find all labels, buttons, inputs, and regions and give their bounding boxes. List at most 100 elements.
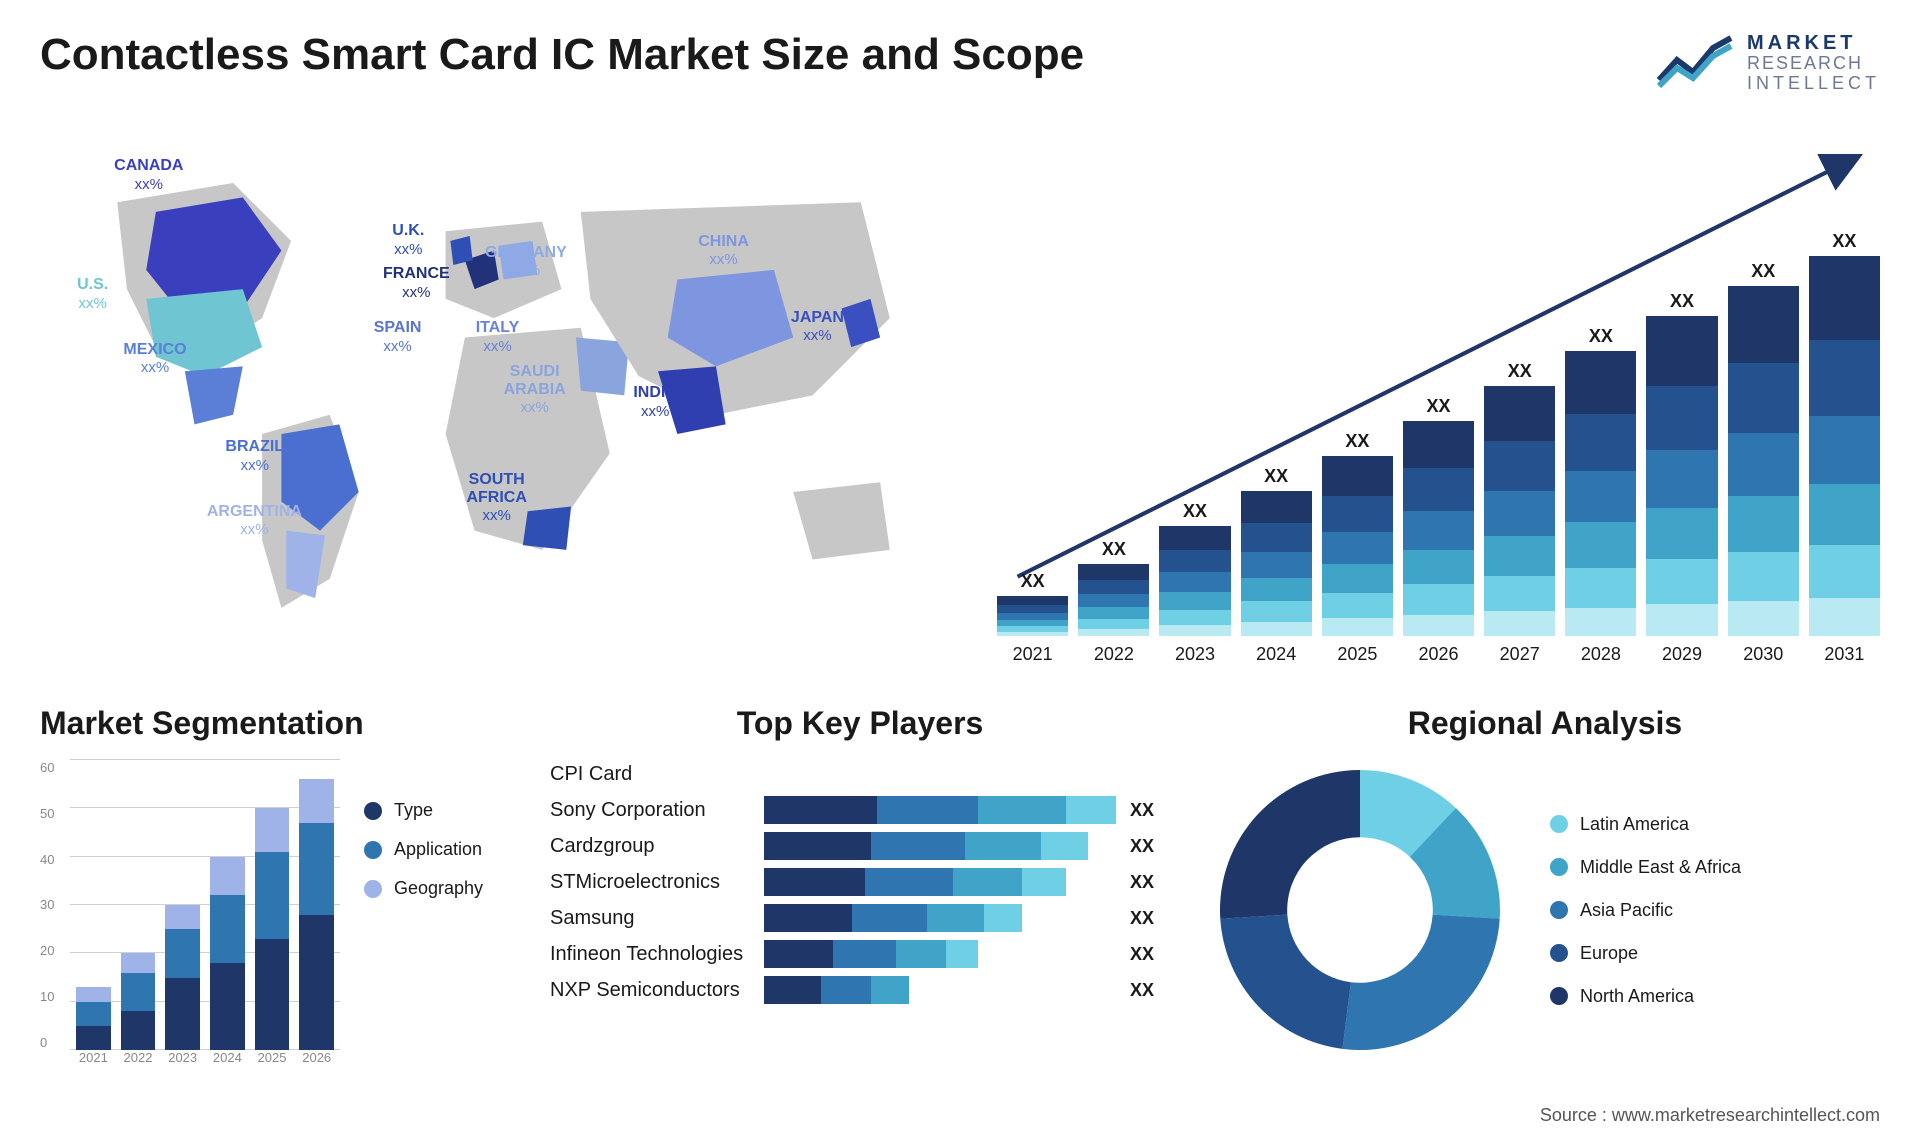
seg-ytick: 50 [40,806,70,821]
forecast-chart-panel: XX2021XX2022XX2023XX2024XX2025XX2026XX20… [997,125,1880,665]
forecast-year-label: 2023 [1175,644,1215,665]
brand-logo: MARKET RESEARCH INTELLECT [1655,30,1880,95]
region-legend-asia-pacific: Asia Pacific [1550,900,1741,921]
source-attribution: Source : www.marketresearchintellect.com [1540,1105,1880,1126]
seg-bar-2026 [299,779,334,1050]
seg-legend-type: Type [364,800,483,821]
regional-title: Regional Analysis [1210,705,1880,742]
forecast-value-label: XX [1021,571,1045,592]
map-label-brazil: BRAZILxx% [225,438,284,474]
forecast-bar-2026: XX 2026 [1403,396,1474,665]
forecast-bar-2028: XX 2028 [1565,326,1636,665]
forecast-bar-2021: XX2021 [997,571,1068,665]
forecast-bar-2024: XX 2024 [1241,466,1312,665]
forecast-year-label: 2030 [1743,644,1783,665]
player-row-samsung: Samsung XX [550,904,1170,932]
player-name: STMicroelectronics [550,871,750,894]
player-value: XX [1130,980,1170,1001]
page-title: Contactless Smart Card IC Market Size an… [40,30,1084,80]
seg-year-label: 2026 [299,1050,334,1080]
map-label-germany: GERMANYxx% [485,244,567,280]
seg-bar-2023 [165,905,200,1050]
map-label-mexico: MEXICOxx% [123,341,186,377]
forecast-year-label: 2024 [1256,644,1296,665]
key-players-title: Top Key Players [550,705,1170,742]
logo-text-1: MARKET [1747,32,1880,54]
seg-bar-2024 [210,857,245,1050]
region-legend-north-america: North America [1550,986,1741,1007]
seg-year-label: 2025 [255,1050,290,1080]
player-value: XX [1130,908,1170,929]
player-value: XX [1130,800,1170,821]
player-value: XX [1130,836,1170,857]
map-label-china: CHINAxx% [698,233,749,269]
forecast-value-label: XX [1264,466,1288,487]
regional-legend: Latin AmericaMiddle East & AfricaAsia Pa… [1550,814,1741,1007]
seg-bar-2025 [255,808,290,1050]
seg-year-label: 2023 [165,1050,200,1080]
donut-slice-north-america [1220,770,1360,919]
forecast-value-label: XX [1832,231,1856,252]
seg-bar-2022 [121,953,156,1050]
map-label-u.k.: U.K.xx% [392,222,424,258]
map-label-canada: CANADAxx% [114,157,183,193]
regional-donut-chart [1210,760,1510,1060]
seg-year-label: 2022 [121,1050,156,1080]
seg-legend-application: Application [364,839,483,860]
player-row-stmicroelectronics: STMicroelectronicsXX [550,868,1170,896]
forecast-value-label: XX [1751,261,1775,282]
forecast-year-label: 2031 [1824,644,1864,665]
region-legend-middle-east-africa: Middle East & Africa [1550,857,1741,878]
forecast-value-label: XX [1102,539,1126,560]
forecast-year-label: 2022 [1094,644,1134,665]
seg-ytick: 20 [40,943,70,958]
map-label-italy: ITALYxx% [476,319,520,355]
map-label-india: INDIAxx% [633,384,677,420]
seg-legend-geography: Geography [364,878,483,899]
forecast-year-label: 2028 [1581,644,1621,665]
seg-year-label: 2021 [76,1050,111,1080]
logo-text-2: RESEARCH [1747,54,1880,74]
seg-ytick: 40 [40,852,70,867]
player-row-sony-corporation: Sony Corporation XX [550,796,1170,824]
player-name: Samsung [550,907,750,930]
forecast-value-label: XX [1183,501,1207,522]
seg-ytick: 0 [40,1035,70,1050]
map-label-u.s.: U.S.xx% [77,276,108,312]
donut-slice-europe [1220,915,1351,1049]
seg-ytick: 30 [40,897,70,912]
player-row-nxp-semiconductors: NXP Semiconductors XX [550,976,1170,1004]
forecast-year-label: 2025 [1337,644,1377,665]
forecast-year-label: 2027 [1500,644,1540,665]
forecast-bar-2025: XX 2025 [1322,431,1393,665]
region-legend-europe: Europe [1550,943,1741,964]
player-row-cpi-card: CPI Card [550,760,1170,788]
player-name: Sony Corporation [550,799,750,822]
forecast-bar-2029: XX2029 [1646,291,1717,665]
map-label-argentina: ARGENTINAxx% [207,503,302,539]
map-label-france: FRANCExx% [383,265,450,301]
seg-year-label: 2024 [210,1050,245,1080]
map-label-saudi-arabia: SAUDIARABIAxx% [504,363,566,417]
segmentation-panel: Market Segmentation 0102030405060 202120… [40,705,510,1080]
player-value: XX [1130,944,1170,965]
player-name: CPI Card [550,763,750,786]
seg-ytick: 60 [40,760,70,775]
regional-analysis-panel: Regional Analysis Latin AmericaMiddle Ea… [1210,705,1880,1080]
player-name: Cardzgroup [550,835,750,858]
forecast-bar-2027: XX2027 [1484,361,1555,665]
forecast-bar-2031: XX 2031 [1809,231,1880,665]
seg-bar-2021 [76,987,111,1050]
forecast-value-label: XX [1427,396,1451,417]
forecast-value-label: XX [1670,291,1694,312]
logo-chart-icon [1655,30,1735,95]
key-players-panel: Top Key Players CPI Card Sony Corporation… [550,705,1170,1080]
seg-ytick: 10 [40,989,70,1004]
forecast-bar-2030: XX 2030 [1728,261,1799,665]
forecast-year-label: 2026 [1419,644,1459,665]
forecast-value-label: XX [1589,326,1613,347]
map-label-japan: JAPANxx% [791,309,844,345]
logo-text-3: INTELLECT [1747,74,1880,94]
player-name: NXP Semiconductors [550,979,750,1002]
forecast-value-label: XX [1345,431,1369,452]
